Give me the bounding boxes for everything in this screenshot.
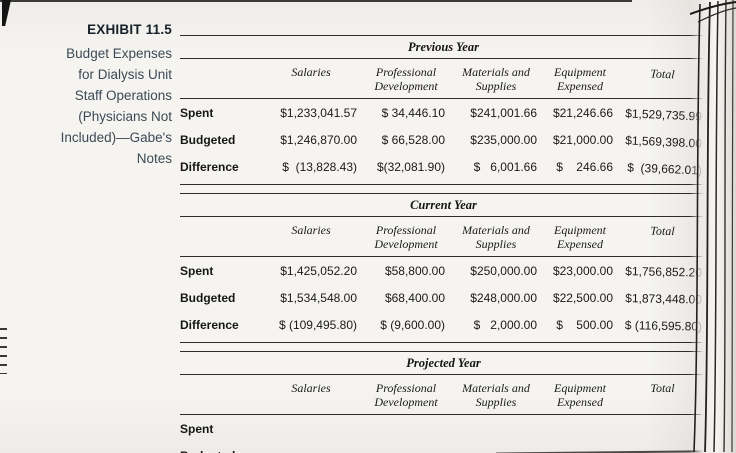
value-cell: $241,001.66 <box>470 106 537 120</box>
scan-edge-artifact <box>2 0 11 26</box>
value-cell: $22,500.00 <box>552 291 613 305</box>
caption-line: (Physicians Not <box>78 109 172 124</box>
exhibit-tables: Previous Year Salaries Professional Deve… <box>180 35 707 453</box>
value-cell: $ 66,528.00 <box>381 133 445 147</box>
caption-line: Staff Operations <box>74 88 172 103</box>
row-label: Difference <box>180 318 239 332</box>
scan-edge-dashes-artifact <box>0 328 7 374</box>
caption-line: Included)—Gabe's <box>60 130 172 145</box>
table-row: Budgeted $1,246,870.00 $ 66,528.00 $235,… <box>180 126 707 153</box>
table-rule <box>180 256 707 257</box>
table-rule <box>180 193 707 194</box>
column-header: Equipment Expensed <box>554 381 606 409</box>
table-rule <box>180 58 707 59</box>
value-cell: $ (13,828.43) <box>282 160 357 174</box>
exhibit-label: EXHIBIT 11.5 <box>87 22 172 37</box>
table-row: Difference $ (109,495.80) $ (9,600.00) $… <box>180 311 707 338</box>
header-row: Salaries Professional Development Materi… <box>180 217 707 256</box>
header-row: Salaries Professional Development Materi… <box>180 59 707 98</box>
page-curl-decoration <box>689 0 736 453</box>
value-cell: $ 2,000.00 <box>473 318 537 332</box>
table-rule <box>180 342 707 343</box>
row-label: Spent <box>180 422 214 436</box>
caption-line: Budget Expenses <box>66 46 172 61</box>
value-cell: $ (9,600.00) <box>380 318 445 332</box>
table-row: Budgeted $1,534,548.00 $68,400.00 $248,0… <box>180 284 707 311</box>
value-cell: $248,000.00 <box>470 291 537 305</box>
value-cell: $68,400.00 <box>384 291 445 305</box>
column-header: Salaries <box>291 223 331 237</box>
column-header: Materials and Supplies <box>462 381 530 409</box>
table-rule <box>180 98 707 99</box>
table-rule <box>180 35 707 36</box>
table-rule <box>180 351 707 352</box>
table-row: Spent <box>180 415 707 442</box>
table-title: Previous Year <box>408 40 479 54</box>
table-title: Projected Year <box>406 356 481 370</box>
column-header: Salaries <box>291 381 331 395</box>
table-rule <box>180 414 707 415</box>
value-cell: $ 246.66 <box>556 160 613 174</box>
column-header: Professional Development <box>374 65 438 93</box>
current-year-table: Current Year Salaries Professional Devel… <box>180 193 707 343</box>
table-title: Current Year <box>410 198 477 212</box>
value-cell: $21,246.66 <box>552 106 613 120</box>
column-header: Equipment Expensed <box>554 65 606 93</box>
column-header: Equipment Expensed <box>554 223 606 251</box>
value-cell: $21,000.00 <box>552 133 613 147</box>
caption-line: Notes <box>136 151 172 166</box>
table-rule <box>180 216 707 217</box>
table-row: Difference $ (13,828.43) $(32,081.90) $ … <box>180 153 707 180</box>
column-header: Materials and Supplies <box>462 65 530 93</box>
value-cell: $ (109,495.80) <box>278 318 357 332</box>
table-row: Spent $1,233,041.57 $ 34,446.10 $241,001… <box>180 99 707 126</box>
header-row: Salaries Professional Development Materi… <box>180 375 707 414</box>
value-cell: $23,000.00 <box>552 264 613 278</box>
row-label: Budgeted <box>180 133 236 147</box>
column-header: Materials and Supplies <box>462 223 530 251</box>
value-cell: $58,800.00 <box>384 264 445 278</box>
value-cell: $1,534,548.00 <box>280 291 357 305</box>
table-row: Budgeted <box>180 442 707 453</box>
table-rule <box>180 184 707 185</box>
value-cell: $ 500.00 <box>556 318 613 332</box>
value-cell: $ 6,001.66 <box>473 160 537 174</box>
column-header: Salaries <box>291 65 331 79</box>
row-label: Budgeted <box>180 291 236 305</box>
table-row: Spent $1,425,052.20 $58,800.00 $250,000.… <box>180 257 707 284</box>
row-label: Spent <box>180 264 214 278</box>
row-label: Difference <box>180 160 239 174</box>
projected-year-table: Projected Year Salaries Professional Dev… <box>180 351 707 453</box>
caption-line: for Dialysis Unit <box>78 67 172 82</box>
value-cell: $(32,081.90) <box>376 160 445 174</box>
row-label: Budgeted <box>180 449 260 453</box>
column-header: Professional Development <box>374 381 438 409</box>
value-cell: $ 34,446.10 <box>381 106 445 120</box>
value-cell: $1,425,052.20 <box>280 264 357 278</box>
column-header: Total <box>650 381 675 395</box>
value-cell: $235,000.00 <box>470 133 537 147</box>
value-cell: $250,000.00 <box>470 264 537 278</box>
table-rule <box>180 374 707 375</box>
previous-year-table: Previous Year Salaries Professional Deve… <box>180 35 707 185</box>
value-cell: $1,246,870.00 <box>280 133 357 147</box>
page-top-edge-artifact <box>0 0 632 2</box>
value-cell: $1,233,041.57 <box>280 106 357 120</box>
column-header: Professional Development <box>374 223 438 251</box>
row-label: Spent <box>180 106 214 120</box>
exhibit-caption: EXHIBIT 11.5 Budget Expenses for Dialysi… <box>10 22 172 169</box>
